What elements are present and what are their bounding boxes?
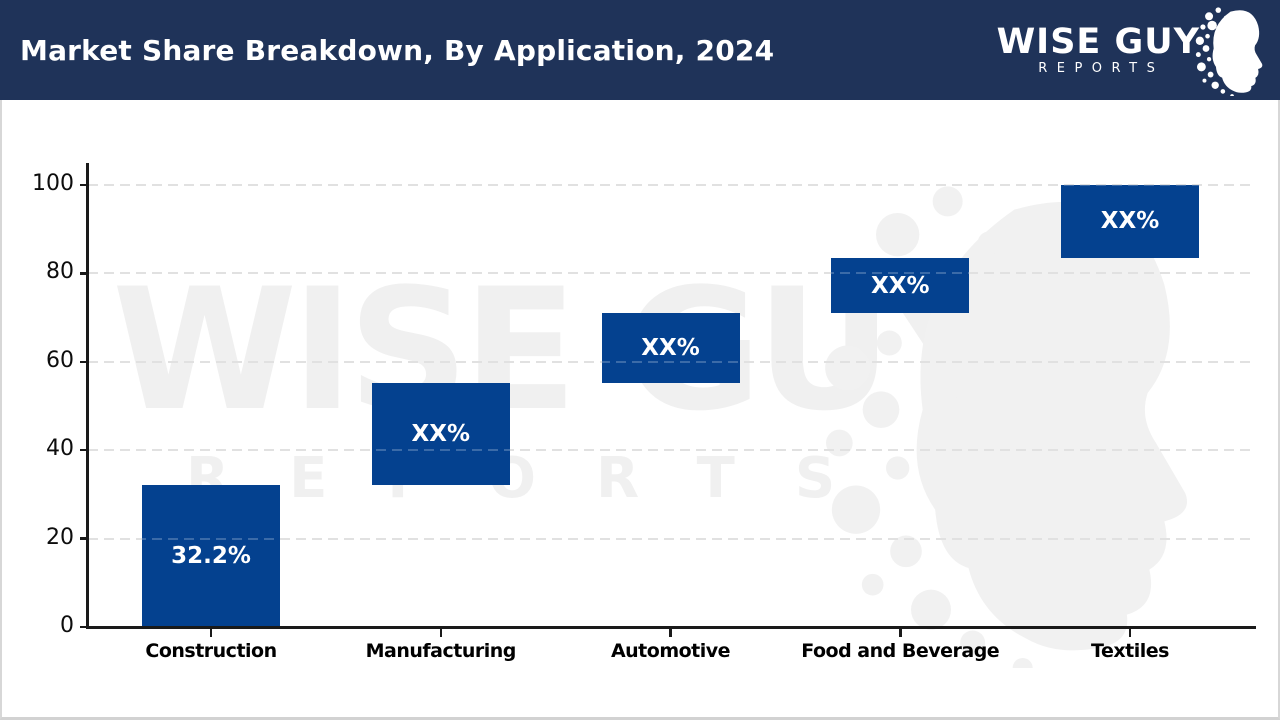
y-tick [80,625,88,629]
x-tick [669,629,672,637]
gridline-highlight [88,537,1256,540]
x-tick [209,629,213,637]
y-tick-label: 60 [46,347,74,373]
gridline-highlight [88,449,1256,452]
x-tick [899,629,902,637]
page-title: Market Share Breakdown, By Application, … [20,33,775,67]
gridline [88,537,1256,540]
bar [1061,185,1199,258]
y-axis-line [86,163,89,629]
header: Market Share Breakdown, By Application, … [0,0,1280,100]
y-tick [80,360,88,364]
y-tick [80,272,88,275]
gridline-highlight [88,360,1256,363]
x-tick-label: Food and Beverage [801,640,1000,662]
bar-value-label: XX% [641,335,700,362]
logo-wordmark: WISE GUY [996,21,1200,62]
x-tick [1128,629,1132,637]
y-tick-label: 20 [46,524,74,550]
x-tick-label: Textiles [1091,640,1169,662]
x-tick [439,629,442,637]
y-tick [80,537,88,540]
bar [601,313,740,383]
gridline [88,272,1256,275]
y-tick-label: 100 [32,171,74,196]
gridline-highlight [88,184,1256,186]
y-tick [80,183,88,187]
bar-value-label: XX% [1100,208,1160,235]
y-tick-label: 0 [60,613,74,638]
gridline [88,184,1256,186]
logo-subtext: REPORTS [1038,61,1165,77]
bar-value-label: 32.2% [171,542,251,569]
x-tick-label: Automotive [610,640,731,662]
bar [831,257,970,314]
x-axis-line [86,626,1256,629]
brand-logo: WISE GUY REPORTS [997,2,1272,98]
gridline-highlight [88,272,1256,275]
y-tick-label: 40 [46,436,74,462]
x-tick-label: Construction [145,640,277,662]
bar-value-label: XX% [870,272,930,299]
y-tick [80,448,88,452]
y-tick-label: 80 [46,259,74,285]
x-tick-label: Manufacturing [365,640,517,662]
bar [371,383,510,485]
bar-value-label: XX% [411,420,470,447]
bar [142,484,280,627]
gridline [88,449,1256,452]
watermark-subtext: REPORTS [186,446,896,511]
logo-head-icon [1195,7,1263,96]
